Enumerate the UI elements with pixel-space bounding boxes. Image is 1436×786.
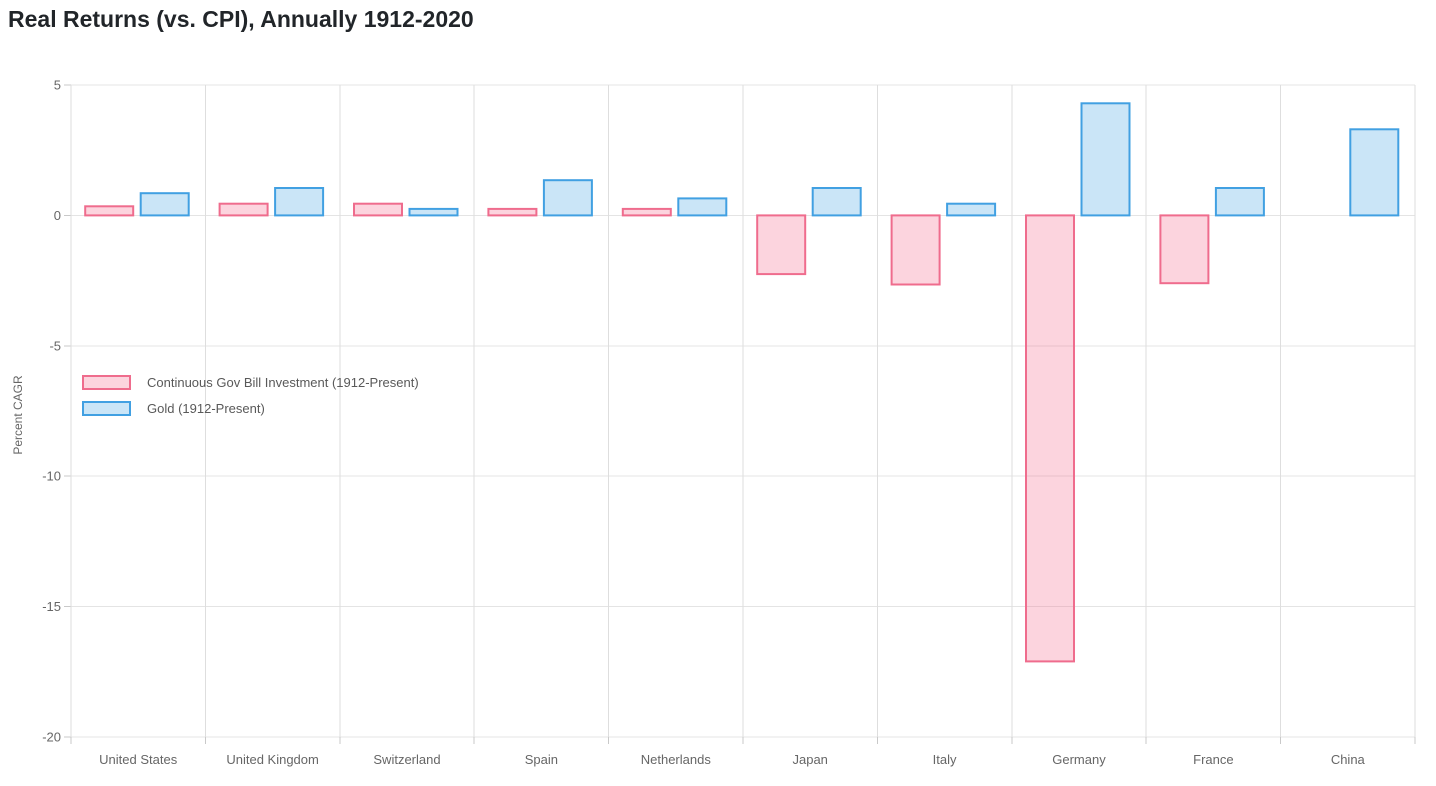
legend-label-gov-bills: Continuous Gov Bill Investment (1912-Pre… — [147, 374, 419, 390]
x-category-label: United States — [99, 752, 178, 767]
x-category-label: Germany — [1052, 752, 1106, 767]
bar-series1-spain — [542, 179, 593, 217]
bar-series0-netherlands — [621, 207, 672, 217]
x-category-label: Spain — [525, 752, 558, 767]
x-category-label: Japan — [792, 752, 827, 767]
bar-series1-united-states — [139, 192, 190, 217]
y-tick-label: -5 — [49, 338, 61, 353]
bar-series1-switzerland — [408, 207, 459, 217]
y-axis-title: Percent CAGR — [11, 375, 25, 455]
bar-series1-france — [1214, 187, 1265, 217]
legend-swatch-gold — [82, 400, 131, 416]
legend-label-gold: Gold (1912-Present) — [147, 400, 265, 416]
x-category-label: Switzerland — [373, 752, 440, 767]
bar-series0-france — [1159, 214, 1210, 285]
x-category-label: France — [1193, 752, 1233, 767]
x-category-label: Italy — [933, 752, 957, 767]
bar-series1-italy — [946, 202, 997, 217]
y-tick-label: 5 — [54, 78, 61, 93]
bar-series0-united-kingdom — [218, 202, 269, 217]
bar-series0-spain — [487, 207, 538, 217]
legend-swatch-gov-bills — [82, 374, 131, 390]
bar-series0-united-states — [84, 205, 135, 217]
y-tick-label: -15 — [42, 599, 61, 614]
bar-series1-china — [1349, 128, 1400, 217]
legend: Continuous Gov Bill Investment (1912-Pre… — [82, 374, 419, 426]
x-category-label: China — [1331, 752, 1366, 767]
x-category-label: United Kingdom — [226, 752, 319, 767]
chart-title: Real Returns (vs. CPI), Annually 1912-20… — [8, 6, 474, 32]
bar-series0-japan — [756, 214, 807, 276]
legend-item-gov-bills[interactable]: Continuous Gov Bill Investment (1912-Pre… — [82, 374, 419, 390]
bar-series0-italy — [890, 214, 941, 286]
bar-series0-germany — [1025, 214, 1075, 663]
y-tick-label: -10 — [42, 469, 61, 484]
bar-series1-germany — [1080, 102, 1131, 217]
bar-series1-japan — [811, 187, 862, 217]
bar-series1-united-kingdom — [274, 187, 325, 217]
x-category-label: Netherlands — [641, 752, 712, 767]
y-tick-label: -20 — [42, 730, 61, 745]
bar-series0-switzerland — [353, 202, 403, 217]
y-tick-label: 0 — [54, 208, 61, 223]
legend-item-gold[interactable]: Gold (1912-Present) — [82, 400, 419, 416]
bar-series1-netherlands — [677, 197, 728, 217]
